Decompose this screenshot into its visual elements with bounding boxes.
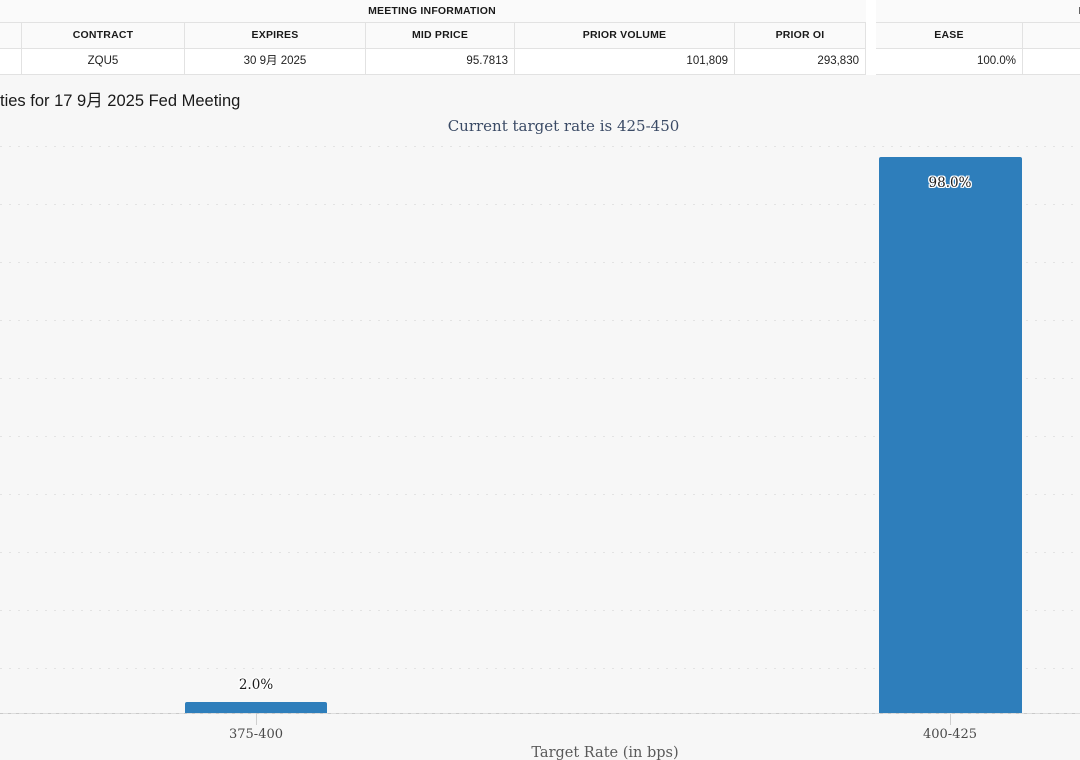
table-header-row: CONTRACT EXPIRES MID PRICE PRIOR VOLUME … — [0, 23, 866, 49]
bar-value-label-400-425: 98.0% — [928, 175, 972, 192]
bar-375-400[interactable] — [185, 701, 327, 713]
meeting-information-group-title: MEETING INFORMATION — [0, 0, 866, 23]
gridline — [0, 146, 1080, 147]
cell-mid-price: 95.7813 — [366, 49, 515, 75]
table-row[interactable]: 100.0% — [876, 49, 1080, 75]
cell-prior-oi: 293,830 — [735, 49, 866, 75]
gridline — [0, 436, 1080, 437]
table-row[interactable]: ZQU5 30 9月 2025 95.7813 101,809 293,830 — [0, 49, 866, 75]
chart-subtitle: Current target rate is 425-450 — [447, 117, 680, 135]
gridline — [0, 610, 1080, 611]
table-header-row: EASE — [876, 23, 1080, 49]
cell-expires: 30 9月 2025 — [185, 49, 366, 75]
gridline — [0, 262, 1080, 263]
column-header-mid-price[interactable]: MID PRICE — [366, 23, 515, 49]
probability-group: PRO EASE 100.0% — [876, 0, 1080, 75]
column-header-contract[interactable]: CONTRACT — [22, 23, 185, 49]
chart-title: ties for 17 9月 2025 Fed Meeting — [0, 92, 241, 110]
x-axis-title: Target Rate (in bps) — [531, 745, 679, 760]
cell-ease: 100.0% — [876, 49, 1023, 75]
gridline — [0, 668, 1080, 669]
gridline — [0, 204, 1080, 205]
probabilities-bar-chart: ties for 17 9月 2025 Fed Meeting Current … — [0, 75, 1080, 760]
column-header-prior-volume[interactable]: PRIOR VOLUME — [515, 23, 735, 49]
x-tick-375-400 — [256, 714, 257, 725]
gridline — [0, 552, 1080, 553]
bar-value-label-375-400: 2.0% — [238, 676, 274, 693]
cell-prior-volume: 101,809 — [515, 49, 735, 75]
meeting-information-table: MEETING INFORMATION CONTRACT EXPIRES MID… — [0, 0, 1080, 75]
probability-group-title: PRO — [876, 0, 1080, 23]
cell-contract: ZQU5 — [22, 49, 185, 75]
table-header-stub — [0, 23, 22, 49]
x-tick-400-425 — [950, 714, 951, 725]
row-stub — [0, 49, 22, 75]
meeting-information-group: MEETING INFORMATION CONTRACT EXPIRES MID… — [0, 0, 866, 75]
cell-next — [1023, 49, 1080, 75]
column-header-prior-oi[interactable]: PRIOR OI — [735, 23, 866, 49]
bar-400-425[interactable] — [878, 157, 1022, 713]
x-tick-label-375-400: 375-400 — [228, 727, 284, 742]
gridline — [0, 320, 1080, 321]
gridline — [0, 494, 1080, 495]
x-axis-line — [0, 713, 1080, 714]
column-header-next[interactable] — [1023, 23, 1080, 49]
gridline — [0, 378, 1080, 379]
x-tick-label-400-425: 400-425 — [922, 727, 978, 742]
plot-area: 2.0% 375-400 98.0% 400-425 — [0, 75, 1080, 760]
column-header-expires[interactable]: EXPIRES — [185, 23, 366, 49]
column-header-ease[interactable]: EASE — [876, 23, 1023, 49]
